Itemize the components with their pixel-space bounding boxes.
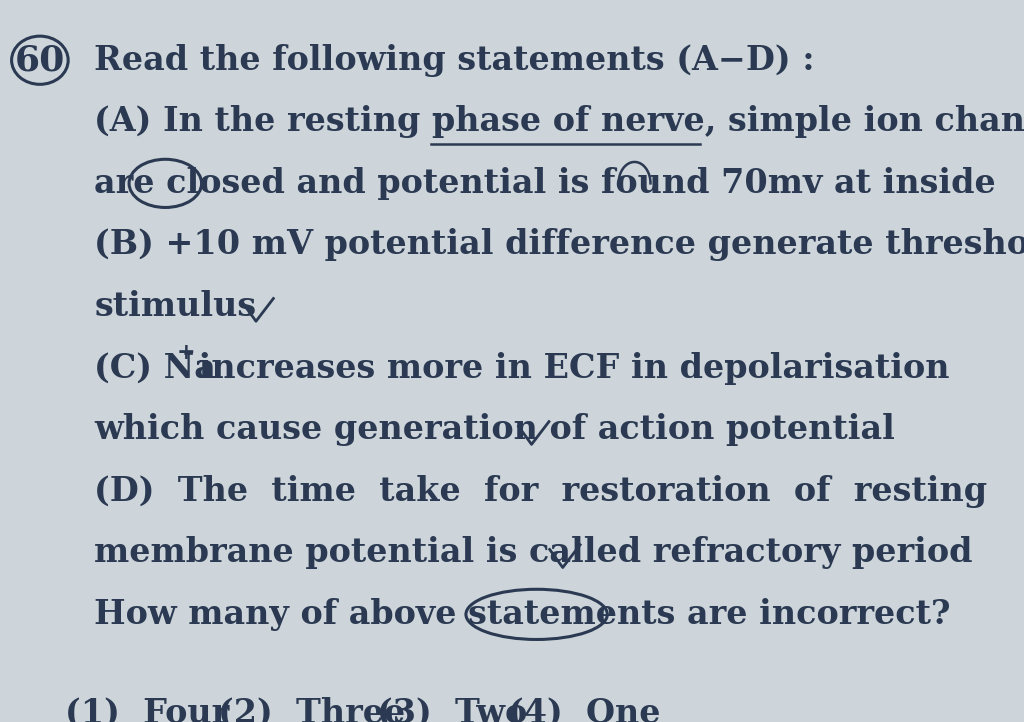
Text: increases more in ECF in depolarisation: increases more in ECF in depolarisation	[187, 352, 949, 385]
Text: (4)  One: (4) One	[508, 697, 660, 722]
Text: membrane potential is called refractory period: membrane potential is called refractory …	[94, 536, 973, 570]
Text: (B) +10 mV potential difference generate threshold: (B) +10 mV potential difference generate…	[94, 228, 1024, 261]
Text: (1)  Four: (1) Four	[66, 697, 229, 722]
Text: (A) In the resting phase of nerve, simple ion channel: (A) In the resting phase of nerve, simpl…	[94, 105, 1024, 139]
Text: +: +	[176, 342, 195, 365]
Text: are closed and potential is found 70mv at inside: are closed and potential is found 70mv a…	[94, 167, 996, 200]
Text: which cause generation of action potential: which cause generation of action potenti…	[94, 413, 895, 446]
Text: (C) Na: (C) Na	[94, 352, 216, 385]
Text: stimulus: stimulus	[94, 290, 256, 323]
Text: (2)  Three: (2) Three	[217, 697, 404, 722]
Text: (3)  Two: (3) Two	[377, 697, 527, 722]
Text: 60: 60	[14, 43, 66, 77]
Text: Read the following statements (A−D) :: Read the following statements (A−D) :	[94, 44, 815, 77]
Text: How many of above statements are incorrect?: How many of above statements are incorre…	[94, 598, 950, 631]
Text: (D)  The  time  take  for  restoration  of  resting: (D) The time take for restoration of res…	[94, 475, 987, 508]
